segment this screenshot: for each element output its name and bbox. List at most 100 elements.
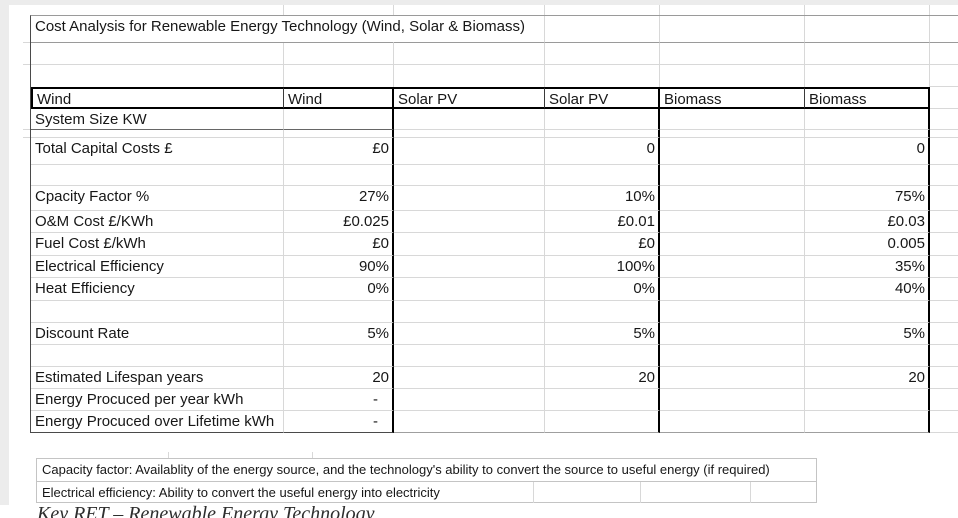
empty-cell [660, 278, 805, 301]
row-label-discount-rate: Discount Rate [31, 323, 284, 345]
empty-cell [394, 256, 545, 278]
cell-solar-system-size [545, 109, 660, 130]
empty-cell [394, 138, 545, 165]
empty-cell [284, 345, 394, 367]
empty-cell [660, 165, 805, 186]
empty-cell [660, 65, 805, 87]
cell-biomass-electrical-efficiency: 35% [805, 256, 930, 278]
empty-cell [394, 389, 545, 411]
cell-biomass-system-size [805, 109, 930, 130]
empty-cell [31, 301, 284, 323]
empty-cell [394, 109, 545, 130]
cell-solar-fuel-cost: £0 [545, 233, 660, 256]
empty-cell [660, 186, 805, 211]
empty-cell [394, 301, 545, 323]
empty-cell [545, 130, 660, 138]
empty-cell [660, 16, 805, 43]
row-label-energy-lifetime: Energy Procuced over Lifetime kWh [31, 411, 284, 433]
empty-cell [660, 211, 805, 233]
empty-cell [31, 165, 284, 186]
empty-cell [284, 165, 394, 186]
empty-cell [805, 130, 930, 138]
cell-biomass-heat-efficiency: 40% [805, 278, 930, 301]
empty-cell [930, 389, 958, 411]
gridline-stub [659, 5, 660, 15]
note-electrical-efficiency: Electrical efficiency: Ability to conver… [42, 485, 440, 500]
header-cell-biomass-label: Biomass [660, 87, 805, 109]
empty-cell [660, 43, 805, 65]
empty-cell [284, 65, 394, 87]
empty-cell [394, 16, 545, 43]
empty-cell [930, 211, 958, 233]
empty-cell [394, 233, 545, 256]
empty-cell [660, 367, 805, 389]
empty-cell [660, 130, 805, 138]
table-title-cell: Cost Analysis for Renewable Energy Techn… [31, 16, 531, 43]
empty-cell [394, 367, 545, 389]
empty-cell [545, 165, 660, 186]
empty-cell [660, 233, 805, 256]
row-label-system-size: System Size KW [31, 109, 284, 130]
empty-cell [660, 345, 805, 367]
empty-cell [930, 16, 958, 43]
cell-solar-energy-per-year [545, 389, 660, 411]
empty-cell [930, 109, 958, 130]
empty-cell [394, 165, 545, 186]
empty-cell [930, 323, 958, 345]
cell-wind-discount-rate: 5% [284, 323, 394, 345]
empty-cell [394, 278, 545, 301]
empty-cell [930, 165, 958, 186]
gridline-stub [23, 129, 30, 130]
cell-solar-om-cost: £0.01 [545, 211, 660, 233]
empty-cell [394, 65, 545, 87]
empty-cell [660, 411, 805, 433]
empty-cell [284, 301, 394, 323]
header-cell-solar-label: Solar PV [394, 87, 545, 109]
empty-cell [394, 43, 545, 65]
cell-biomass-total-capital: 0 [805, 138, 930, 165]
header-cell-wind-value: Wind [284, 87, 394, 109]
row-label-lifespan: Estimated Lifespan years [31, 367, 284, 389]
gridline-stub [750, 482, 751, 503]
cell-biomass-fuel-cost: 0.005 [805, 233, 930, 256]
header-cell-solar-value: Solar PV [545, 87, 660, 109]
cell-solar-heat-efficiency: 0% [545, 278, 660, 301]
empty-cell [930, 367, 958, 389]
cell-wind-energy-per-year: - [284, 389, 394, 411]
cell-solar-lifespan: 20 [545, 367, 660, 389]
empty-cell [805, 65, 930, 87]
gridline-stub [168, 452, 169, 458]
empty-cell [805, 43, 930, 65]
empty-cell [284, 43, 394, 65]
row-label-total-capital: Total Capital Costs £ [31, 138, 284, 165]
cost-analysis-table: Cost Analysis for Renewable Energy Techn… [30, 15, 958, 433]
empty-cell [930, 65, 958, 87]
row-label-electrical-efficiency: Electrical Efficiency [31, 256, 284, 278]
header-cell-biomass-value: Biomass [805, 87, 930, 109]
empty-cell [660, 301, 805, 323]
gridline-stub [23, 42, 30, 43]
empty-cell [930, 186, 958, 211]
empty-cell [660, 138, 805, 165]
empty-cell [394, 186, 545, 211]
notes-box: Capacity factor: Availablity of the ener… [36, 458, 817, 503]
empty-cell [394, 411, 545, 433]
cell-wind-fuel-cost: £0 [284, 233, 394, 256]
empty-cell [805, 345, 930, 367]
gridline-stub [393, 5, 394, 15]
empty-cell [930, 345, 958, 367]
empty-cell [31, 65, 284, 87]
empty-cell [284, 130, 394, 138]
cell-biomass-energy-per-year [805, 389, 930, 411]
cell-biomass-discount-rate: 5% [805, 323, 930, 345]
cell-biomass-energy-lifetime [805, 411, 930, 433]
gridline-stub [640, 482, 641, 503]
note-capacity-factor: Capacity factor: Availablity of the ener… [37, 459, 816, 482]
cell-biomass-capacity-factor: 75% [805, 186, 930, 211]
row-label-fuel-cost: Fuel Cost £/kWh [31, 233, 284, 256]
empty-cell [930, 411, 958, 433]
cell-biomass-lifespan: 20 [805, 367, 930, 389]
empty-cell [394, 345, 545, 367]
gridline-stub [283, 5, 284, 15]
empty-cell [930, 278, 958, 301]
